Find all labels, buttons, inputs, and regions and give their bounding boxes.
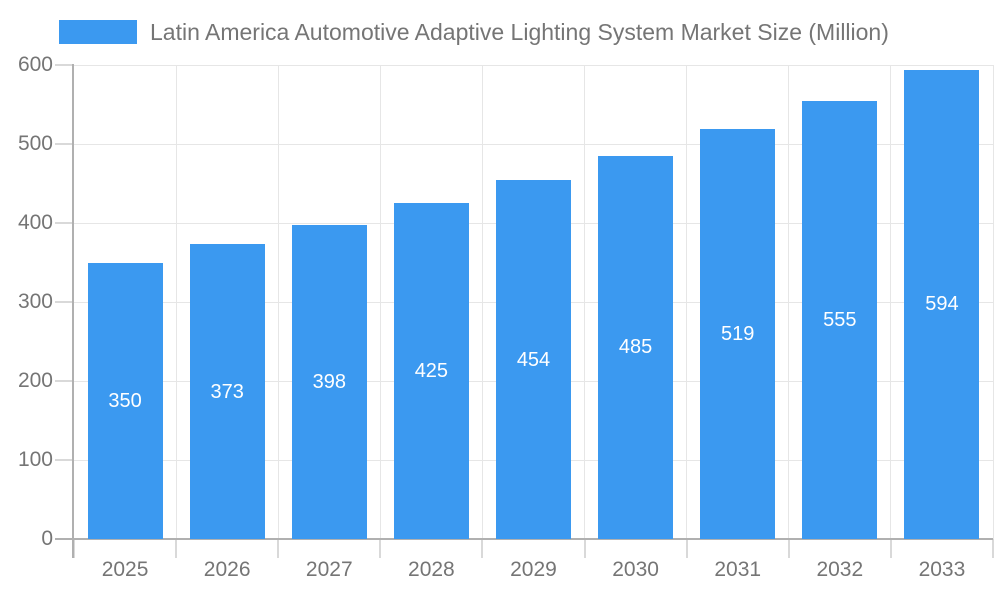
gridline-horizontal [74, 64, 993, 66]
y-axis-tick [55, 64, 74, 66]
x-axis-tick [175, 539, 178, 558]
bar-value-label: 350 [108, 389, 142, 412]
bar-2026[interactable]: 373 [189, 244, 265, 539]
y-axis-tick [55, 459, 74, 461]
y-axis-label: 300 [17, 290, 53, 313]
y-axis-label: 100 [17, 448, 53, 471]
y-axis-tick [55, 301, 74, 303]
gridline-vertical [584, 65, 586, 539]
x-axis-tick [787, 539, 790, 558]
y-axis-tick [55, 143, 74, 145]
y-axis-line [72, 64, 74, 558]
x-axis-tick [889, 539, 892, 558]
bar-value-label: 555 [823, 308, 857, 331]
gridline-vertical [175, 65, 177, 539]
x-axis-label: 2032 [816, 558, 864, 581]
bar-value-label: 373 [210, 380, 244, 403]
bar-2027[interactable]: 398 [291, 224, 367, 539]
x-axis-tick [992, 539, 994, 558]
x-axis-tick [73, 539, 75, 558]
x-axis-label: 2027 [305, 558, 353, 581]
y-axis-label: 500 [17, 132, 53, 155]
gridline-vertical [992, 65, 994, 539]
gridline-vertical [686, 65, 688, 539]
bar-value-label: 425 [414, 360, 449, 383]
y-axis-label: 600 [17, 53, 53, 76]
bar-2031[interactable]: 519 [700, 128, 776, 539]
gridline-vertical [277, 65, 279, 539]
bar-2032[interactable]: 555 [802, 100, 878, 539]
x-axis-tick [379, 539, 382, 558]
x-axis-line [55, 538, 993, 540]
y-axis-label: 400 [17, 211, 53, 234]
x-axis-tick [481, 539, 484, 558]
y-axis-tick [55, 380, 74, 382]
bar-value-label: 398 [312, 370, 346, 393]
legend-swatch [59, 20, 137, 44]
x-axis-label: 2031 [714, 558, 762, 581]
bar-2025[interactable]: 350 [87, 262, 163, 539]
bar-2033[interactable]: 594 [904, 69, 980, 539]
gridline-vertical [890, 65, 892, 539]
x-axis-tick [583, 539, 586, 558]
x-axis-label: 2030 [612, 558, 659, 581]
legend-item[interactable]: Latin America Automotive Adaptive Lighti… [59, 18, 889, 46]
bar-value-label: 594 [925, 293, 959, 316]
x-axis-label: 2026 [203, 558, 251, 581]
bar-value-label: 454 [516, 348, 551, 371]
y-axis-label: 0 [41, 527, 53, 550]
bar-value-label: 519 [721, 322, 755, 345]
x-axis-label: 2025 [101, 558, 149, 581]
x-axis-tick [277, 539, 280, 558]
bar-2030[interactable]: 485 [598, 155, 674, 539]
gridline-horizontal [74, 143, 993, 145]
y-axis-tick [55, 222, 74, 224]
x-axis-label: 2028 [408, 558, 455, 581]
x-axis-label: 2029 [510, 558, 557, 581]
gridline-vertical [788, 65, 790, 539]
x-axis-label: 2033 [918, 558, 966, 581]
legend-label: Latin America Automotive Adaptive Lighti… [150, 18, 889, 45]
x-axis-tick [685, 539, 688, 558]
gridline-vertical [379, 65, 381, 539]
gridline-vertical [481, 65, 483, 539]
bar-value-label: 485 [618, 336, 653, 359]
y-axis-label: 200 [17, 369, 53, 392]
bar-2029[interactable]: 454 [496, 180, 571, 539]
bar-2028[interactable]: 425 [393, 203, 469, 539]
